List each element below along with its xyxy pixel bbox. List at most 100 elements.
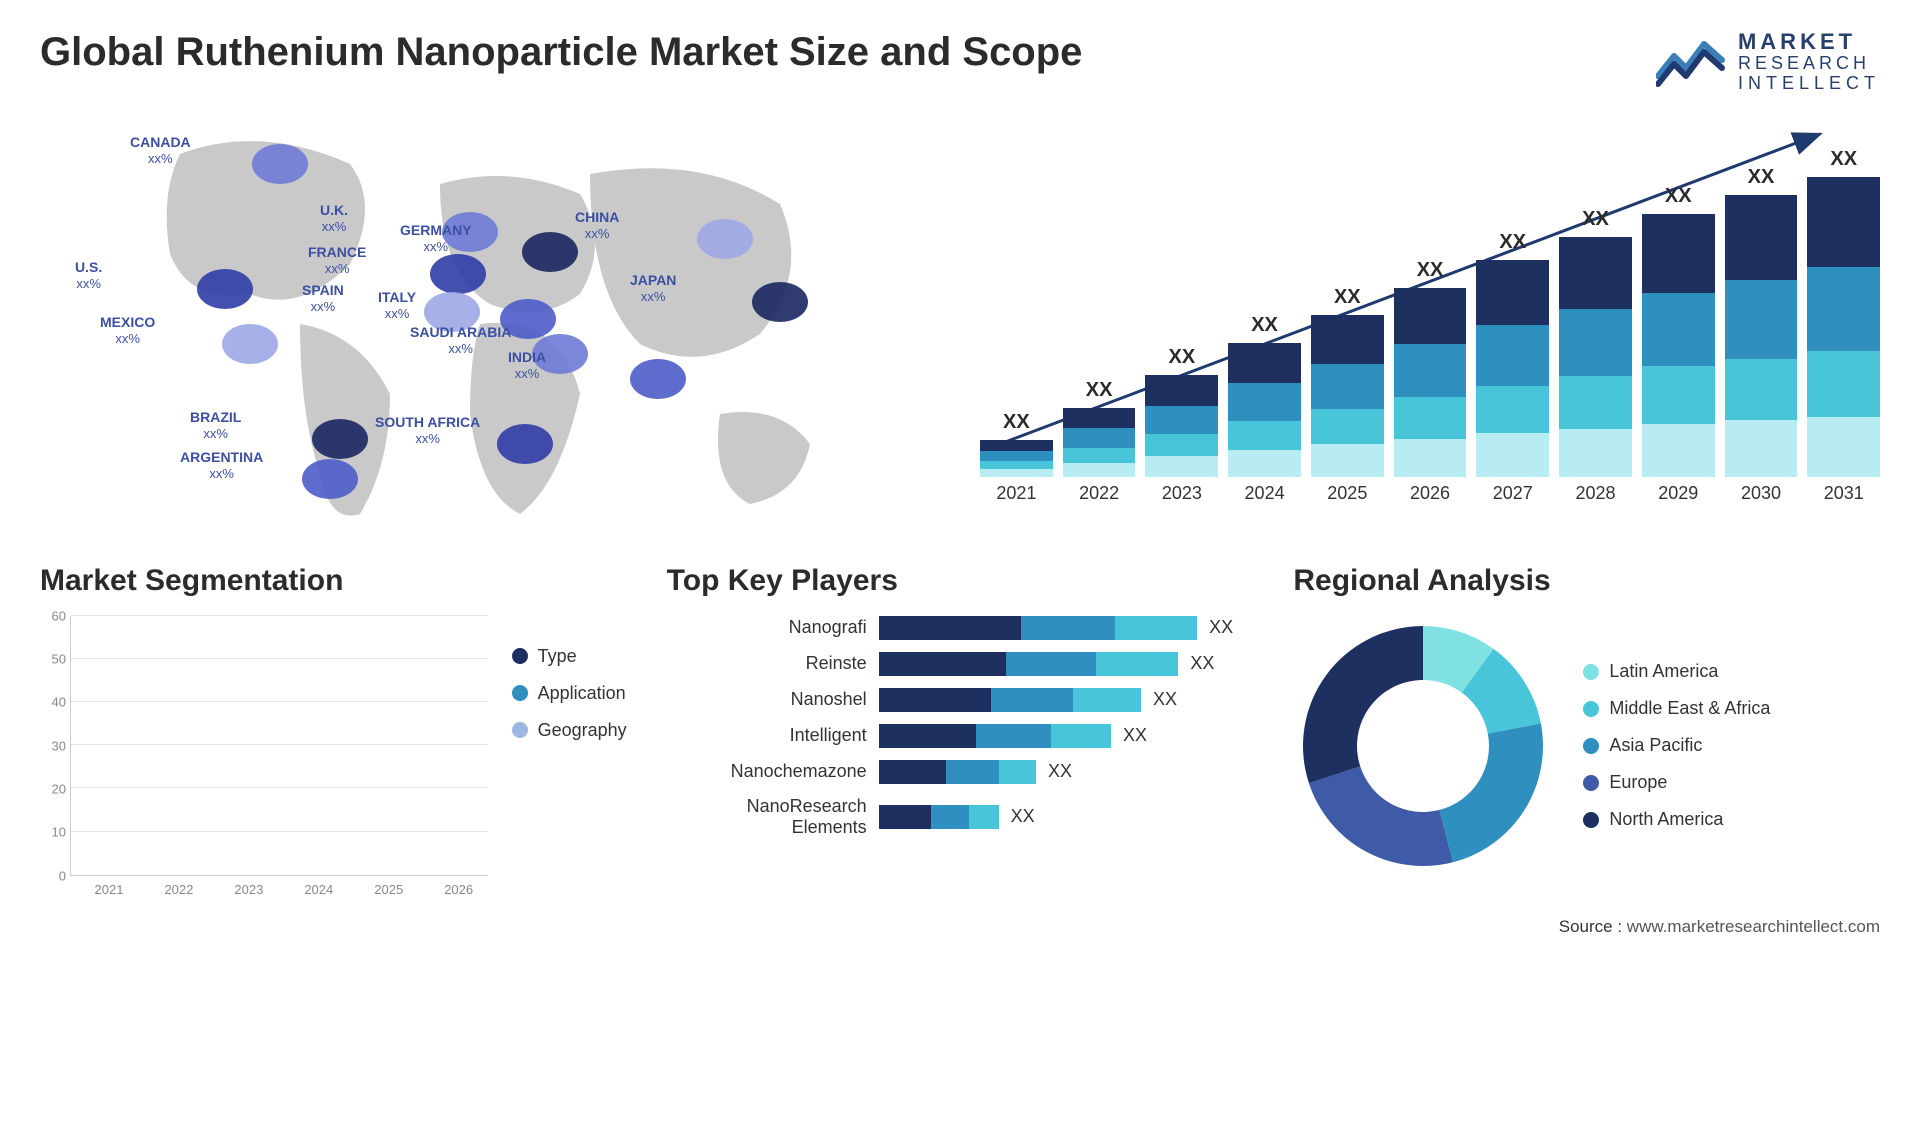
regional-legend-label: North America bbox=[1609, 809, 1723, 830]
regional-legend-label: Latin America bbox=[1609, 661, 1718, 682]
main-bar-year: 2026 bbox=[1410, 483, 1450, 504]
main-bar-segment bbox=[1228, 450, 1301, 477]
seg-legend-item: Type bbox=[512, 646, 627, 667]
kp-bar-segment bbox=[1096, 652, 1178, 676]
kp-bar-segment bbox=[946, 760, 998, 784]
main-bar-year: 2028 bbox=[1575, 483, 1615, 504]
main-bar-column: XX 2028 bbox=[1559, 208, 1632, 504]
legend-dot-icon bbox=[512, 722, 528, 738]
kp-bar-segment bbox=[991, 688, 1073, 712]
logo-text-3: INTELLECT bbox=[1738, 74, 1880, 94]
logo-text-2: RESEARCH bbox=[1738, 54, 1880, 74]
source-value: www.marketresearchintellect.com bbox=[1627, 917, 1880, 936]
legend-dot-icon bbox=[1583, 701, 1599, 717]
main-bar-year: 2024 bbox=[1245, 483, 1285, 504]
main-bar-segment bbox=[1559, 429, 1632, 477]
key-players-chart: NanografiXXReinsteXXNanoshelXXIntelligen… bbox=[667, 616, 1254, 838]
kp-bar-segment bbox=[879, 760, 946, 784]
brand-logo: MARKET RESEARCH INTELLECT bbox=[1656, 30, 1880, 94]
seg-xlabel: 2022 bbox=[150, 882, 208, 897]
main-bar-segment bbox=[1063, 428, 1136, 447]
bottom-row: Market Segmentation 0102030405060 202120… bbox=[40, 564, 1880, 897]
main-bar-segment bbox=[980, 451, 1053, 461]
kp-row: NanochemazoneXX bbox=[667, 760, 1254, 784]
main-bar-segment bbox=[1807, 177, 1880, 267]
main-bar-column: XX2029 bbox=[1642, 185, 1715, 504]
main-bar-segment bbox=[1145, 456, 1218, 476]
seg-legend-label: Geography bbox=[538, 720, 627, 741]
main-bar-year: 2021 bbox=[996, 483, 1036, 504]
segmentation-panel: Market Segmentation 0102030405060 202120… bbox=[40, 564, 627, 897]
regional-legend-label: Europe bbox=[1609, 772, 1667, 793]
main-bar-segment bbox=[1063, 448, 1136, 463]
seg-ytick: 10 bbox=[52, 825, 66, 840]
kp-value: XX bbox=[1011, 806, 1035, 827]
logo-text-1: MARKET bbox=[1738, 30, 1880, 54]
main-bar-segment bbox=[1642, 293, 1715, 367]
main-bar-segment bbox=[1807, 267, 1880, 351]
kp-row: NanografiXX bbox=[667, 616, 1254, 640]
segmentation-chart: 0102030405060 bbox=[40, 616, 488, 876]
main-bar-segment bbox=[1807, 351, 1880, 417]
map-country-label: INDIAxx% bbox=[508, 349, 546, 383]
kp-bar-segment bbox=[879, 805, 931, 829]
regional-legend: Latin AmericaMiddle East & AfricaAsia Pa… bbox=[1583, 661, 1770, 830]
donut-slice bbox=[1303, 626, 1423, 783]
kp-bar-segment bbox=[879, 724, 976, 748]
main-bar-segment bbox=[1145, 375, 1218, 405]
main-bar-column: XX2031 bbox=[1807, 148, 1880, 504]
main-bar-segment bbox=[980, 461, 1053, 469]
main-bar-segment bbox=[1725, 359, 1798, 421]
regional-panel: Regional Analysis Latin AmericaMiddle Ea… bbox=[1293, 564, 1880, 897]
main-bar-column: XX2030 bbox=[1725, 166, 1798, 504]
kp-bar-segment bbox=[999, 760, 1036, 784]
main-bar-value: XX bbox=[1582, 208, 1609, 231]
main-bar-column: XX 2026 bbox=[1394, 259, 1467, 504]
kp-name: Nanochemazone bbox=[667, 761, 867, 782]
main-bar-value: XX bbox=[1830, 148, 1857, 171]
main-bar-segment bbox=[1476, 325, 1549, 386]
map-country-label: MEXICOxx% bbox=[100, 314, 155, 348]
kp-bar bbox=[879, 805, 999, 829]
seg-xlabel: 2026 bbox=[430, 882, 488, 897]
kp-row: NanoshelXX bbox=[667, 688, 1254, 712]
main-bar-value: XX bbox=[1417, 259, 1444, 282]
main-bar-segment bbox=[1063, 408, 1136, 429]
main-bar-segment bbox=[1642, 214, 1715, 293]
main-bar-segment bbox=[1394, 344, 1467, 397]
kp-bar bbox=[879, 760, 1036, 784]
seg-legend-item: Geography bbox=[512, 720, 627, 741]
kp-row: NanoResearch ElementsXX bbox=[667, 796, 1254, 838]
kp-value: XX bbox=[1190, 653, 1214, 674]
seg-legend-label: Type bbox=[538, 646, 577, 667]
map-country-label: CHINAxx% bbox=[575, 209, 619, 243]
main-bar-segment bbox=[1725, 280, 1798, 359]
segmentation-title: Market Segmentation bbox=[40, 564, 627, 598]
seg-ytick: 20 bbox=[52, 782, 66, 797]
seg-xlabel: 2023 bbox=[220, 882, 278, 897]
seg-ytick: 40 bbox=[52, 695, 66, 710]
main-bar-value: XX bbox=[1499, 231, 1526, 254]
kp-bar-segment bbox=[1021, 616, 1115, 640]
main-bar-value: XX bbox=[1086, 379, 1113, 402]
map-country-label: ARGENTINAxx% bbox=[180, 449, 263, 483]
kp-bar-segment bbox=[969, 805, 999, 829]
main-bar-segment bbox=[1559, 237, 1632, 309]
kp-bar-segment bbox=[879, 616, 1021, 640]
main-bar-segment bbox=[1394, 288, 1467, 345]
main-bar-year: 2030 bbox=[1741, 483, 1781, 504]
main-bar-segment bbox=[980, 469, 1053, 476]
main-bar-segment bbox=[1311, 409, 1384, 445]
main-bar-segment bbox=[1145, 406, 1218, 434]
main-bar-year: 2022 bbox=[1079, 483, 1119, 504]
map-country-label: GERMANYxx% bbox=[400, 222, 472, 256]
kp-bar-segment bbox=[1073, 688, 1140, 712]
legend-dot-icon bbox=[1583, 664, 1599, 680]
main-bar-segment bbox=[1228, 343, 1301, 383]
source-line: Source : www.marketresearchintellect.com bbox=[40, 917, 1880, 937]
main-bar-segment bbox=[1311, 364, 1384, 409]
kp-row: ReinsteXX bbox=[667, 652, 1254, 676]
map-country-label: CANADAxx% bbox=[130, 134, 191, 168]
kp-bar-segment bbox=[1006, 652, 1096, 676]
main-bar-segment bbox=[1394, 397, 1467, 439]
